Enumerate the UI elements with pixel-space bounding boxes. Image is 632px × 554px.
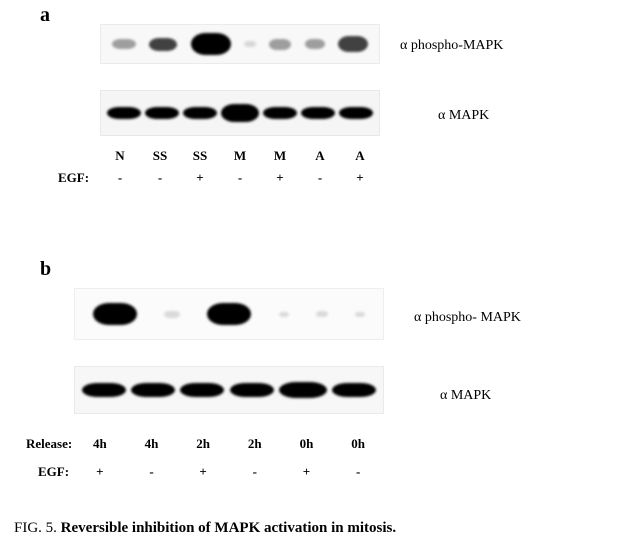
lane-label: 4h xyxy=(133,436,169,452)
lane-label: SS xyxy=(142,148,178,164)
lane-label: + xyxy=(82,464,118,480)
band xyxy=(180,383,224,397)
panel-a-egf-label: EGF: xyxy=(58,170,89,186)
lane-label: M xyxy=(222,148,258,164)
panel-b-blot-top xyxy=(74,288,384,340)
lane-label: - xyxy=(237,464,273,480)
panel-b-egf-label: EGF: xyxy=(38,464,69,480)
panel-b-blot-bottom xyxy=(74,366,384,414)
lane-label: + xyxy=(185,464,221,480)
lane-label: N xyxy=(102,148,138,164)
panel-a-label: a xyxy=(40,4,50,27)
lane-label: M xyxy=(262,148,298,164)
lane-label: 2h xyxy=(185,436,221,452)
panel-b-label: b xyxy=(40,258,51,281)
panel-b-top-label: α phospho- MAPK xyxy=(414,310,521,326)
band xyxy=(230,383,274,397)
panel-a-top-label: α phospho-MAPK xyxy=(400,38,503,54)
band xyxy=(221,104,259,122)
lane-label: 0h xyxy=(288,436,324,452)
band xyxy=(305,39,325,49)
caption-text: Reversible inhibition of MAPK activation… xyxy=(61,520,396,536)
band xyxy=(183,107,217,119)
band xyxy=(145,107,179,119)
lane-label: + xyxy=(262,170,298,186)
panel-b-egf-values: +-+-+- xyxy=(74,464,384,480)
blot-image xyxy=(74,288,384,340)
lane-label: A xyxy=(302,148,338,164)
lane-label: + xyxy=(342,170,378,186)
band xyxy=(112,39,136,49)
band xyxy=(244,41,256,47)
band xyxy=(107,107,141,119)
figure-caption: FIG. 5. Reversible inhibition of MAPK ac… xyxy=(14,520,396,537)
panel-b-release-values: 4h 4h 2h 2h 0h 0h xyxy=(74,436,384,452)
caption-prefix: FIG. 5. xyxy=(14,520,57,536)
lane-label: 4h xyxy=(82,436,118,452)
band xyxy=(191,33,231,55)
band xyxy=(269,39,291,50)
blot-image xyxy=(74,366,384,414)
panel-a-bottom-label: α MAPK xyxy=(438,108,489,124)
band xyxy=(82,383,126,397)
band xyxy=(316,311,328,317)
panel-b-release-label: Release: xyxy=(26,436,72,452)
lane-label: - xyxy=(133,464,169,480)
lane-label: 0h xyxy=(340,436,376,452)
band xyxy=(338,36,368,52)
band xyxy=(207,303,251,325)
band xyxy=(263,107,297,119)
panel-a-blot-top xyxy=(100,24,380,64)
band xyxy=(355,312,365,317)
panel-a-lane-labels: NSSSSMMAA xyxy=(100,148,380,164)
lane-label: SS xyxy=(182,148,218,164)
lane-label: - xyxy=(222,170,258,186)
lane-label: 2h xyxy=(237,436,273,452)
band xyxy=(149,38,177,51)
band xyxy=(93,303,137,325)
blot-image xyxy=(100,24,380,64)
band xyxy=(279,382,327,398)
band xyxy=(131,383,175,397)
lane-label: - xyxy=(142,170,178,186)
blot-image xyxy=(100,90,380,136)
lane-label: + xyxy=(288,464,324,480)
band xyxy=(279,312,289,317)
lane-label: - xyxy=(340,464,376,480)
lane-label: - xyxy=(102,170,138,186)
panel-b-bottom-label: α MAPK xyxy=(440,388,491,404)
lane-label: + xyxy=(182,170,218,186)
band xyxy=(164,311,180,318)
band xyxy=(301,107,335,119)
panel-a-blot-bottom xyxy=(100,90,380,136)
lane-label: A xyxy=(342,148,378,164)
band xyxy=(339,107,373,119)
lane-label: - xyxy=(302,170,338,186)
panel-a-egf-values: --+-+-+ xyxy=(100,170,380,186)
band xyxy=(332,383,376,397)
